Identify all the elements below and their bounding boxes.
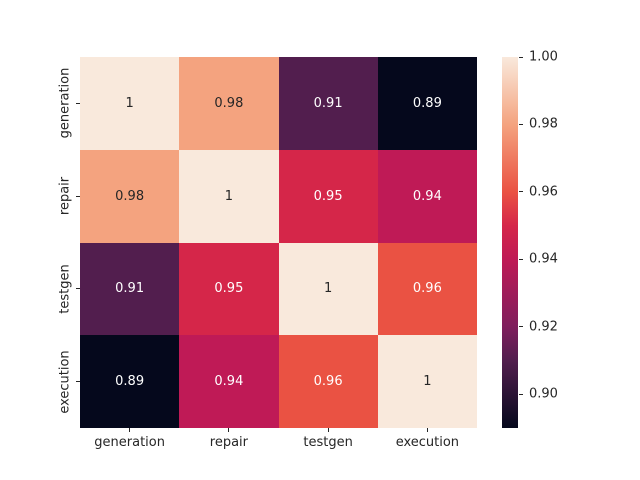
colorbar-tick-mark — [519, 123, 523, 125]
colorbar — [502, 57, 518, 428]
heatmap-cell-repair-generation: 0.98 — [80, 149, 180, 243]
colorbar-tick-mark — [519, 326, 523, 328]
y-tick-mark — [76, 195, 80, 197]
heatmap-cell-generation-repair: 0.98 — [179, 57, 279, 150]
colorbar-tick-label-0.90: 0.90 — [529, 386, 558, 402]
colorbar-tick-label-1.00: 1.00 — [529, 49, 558, 65]
y-tick-mark — [76, 381, 80, 383]
y-tick-label-generation: generation — [57, 68, 73, 139]
heatmap-cell-execution-execution: 1 — [377, 335, 477, 428]
heatmap-cell-generation-generation: 1 — [80, 57, 180, 150]
heatmap-cell-testgen-generation: 0.91 — [80, 242, 180, 336]
heatmap-cell-testgen-testgen: 1 — [278, 242, 378, 336]
y-tick-mark — [76, 288, 80, 290]
x-tick-mark — [228, 428, 230, 432]
heatmap-cell-execution-repair: 0.94 — [179, 335, 279, 428]
heatmap-axes: 1 0.98 0.91 0.89 0.98 1 0.95 0.94 0.91 0.95 1 0.96 0… — [80, 57, 477, 428]
heatmap-cell-repair-execution: 0.94 — [377, 149, 477, 243]
x-tick-label-testgen: testgen — [303, 435, 353, 450]
colorbar-tick-label-0.94: 0.94 — [529, 251, 558, 267]
colorbar-tick-label-0.92: 0.92 — [529, 319, 558, 335]
colorbar-tick-mark — [519, 258, 523, 260]
x-tick-mark — [327, 428, 329, 432]
heatmap-cell-testgen-execution: 0.96 — [377, 242, 477, 336]
x-tick-label-generation: generation — [94, 435, 165, 450]
heatmap-cell-repair-testgen: 0.95 — [278, 149, 378, 243]
heatmap-cell-execution-testgen: 0.96 — [278, 335, 378, 428]
heatmap-cell-testgen-repair: 0.95 — [179, 242, 279, 336]
x-tick-mark — [426, 428, 428, 432]
y-tick-label-testgen: testgen — [57, 264, 73, 314]
colorbar-tick-label-0.98: 0.98 — [529, 116, 558, 132]
heatmap-cell-execution-generation: 0.89 — [80, 335, 180, 428]
x-tick-label-repair: repair — [209, 435, 248, 450]
heatmap-cell-generation-execution: 0.89 — [377, 57, 477, 150]
y-tick-mark — [76, 102, 80, 104]
x-tick-label-execution: execution — [395, 435, 460, 450]
heatmap-cell-generation-testgen: 0.91 — [278, 57, 378, 150]
colorbar-tick-mark — [519, 56, 523, 58]
x-tick-mark — [129, 428, 131, 432]
y-tick-label-execution: execution — [57, 349, 73, 414]
heatmap-cell-repair-repair: 1 — [179, 149, 279, 243]
y-tick-label-repair: repair — [57, 177, 73, 216]
colorbar-tick-mark — [519, 191, 523, 193]
colorbar-tick-mark — [519, 393, 523, 395]
colorbar-tick-label-0.96: 0.96 — [529, 184, 558, 200]
